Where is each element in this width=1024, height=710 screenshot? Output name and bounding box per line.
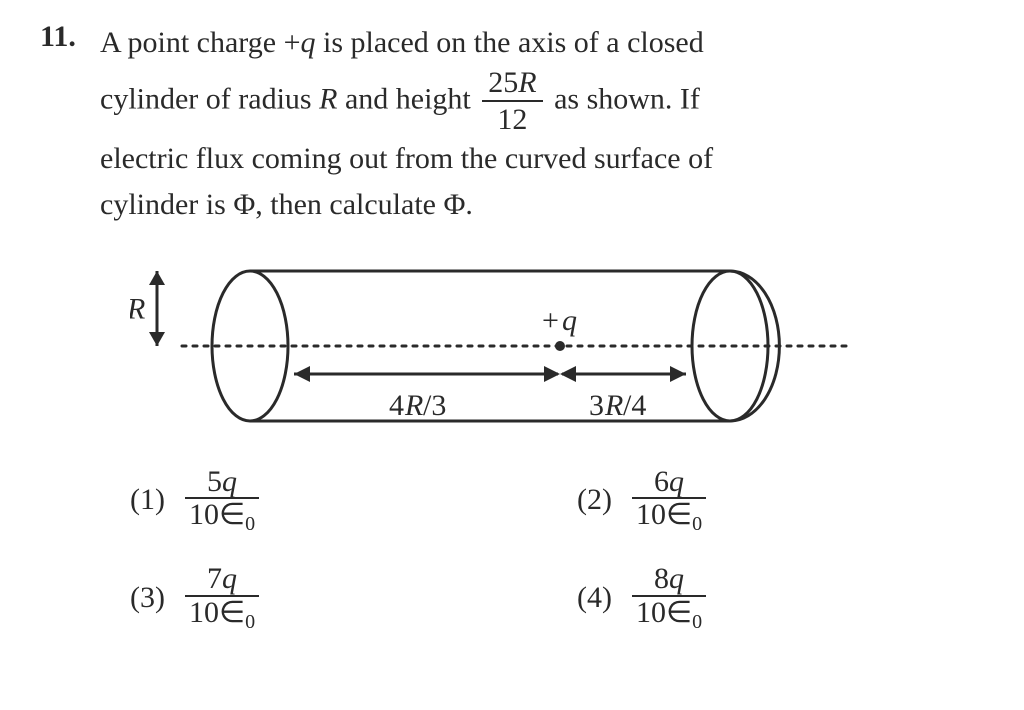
phi: Φ xyxy=(233,188,255,221)
option-3: (3) 7q 10∈0 xyxy=(130,563,537,633)
sub0: 0 xyxy=(245,611,255,633)
question-row: 11. A point charge +q is placed on the a… xyxy=(40,20,984,229)
txt: electric flux coming out from the curved… xyxy=(100,142,713,175)
sub0: 0 xyxy=(245,513,255,535)
eps: ∈ xyxy=(219,498,245,531)
eps: ∈ xyxy=(666,498,692,531)
num-coeff: 6 xyxy=(654,465,669,498)
den-10: 10 xyxy=(189,498,219,531)
svg-text:/4: /4 xyxy=(623,389,646,422)
txt: cylinder is xyxy=(100,188,233,221)
sub0: 0 xyxy=(692,611,702,633)
txt: A point charge + xyxy=(100,26,301,59)
svg-text:+: + xyxy=(542,304,559,337)
question-number: 11. xyxy=(40,20,100,54)
question-text: A point charge +q is placed on the axis … xyxy=(100,20,984,229)
frac-num-R: R xyxy=(518,66,536,99)
txt: as shown. If xyxy=(554,82,700,115)
sub0: 0 xyxy=(692,513,702,535)
problem-page: 11. A point charge +q is placed on the a… xyxy=(0,0,1024,653)
txt: is placed on the axis of a closed xyxy=(316,26,704,59)
svg-text:4: 4 xyxy=(389,389,404,422)
frac-num-coeff: 25 xyxy=(488,66,518,99)
svg-text:R: R xyxy=(404,389,423,422)
svg-text:3: 3 xyxy=(589,389,604,422)
option-fraction: 7q 10∈0 xyxy=(185,563,259,633)
num-q: q xyxy=(222,465,237,498)
den-10: 10 xyxy=(189,596,219,629)
den-10: 10 xyxy=(636,498,666,531)
svg-text:q: q xyxy=(562,304,577,337)
cylinder-svg: R+q4R/33R/4 xyxy=(130,241,850,451)
height-fraction: 25R 12 xyxy=(482,67,542,136)
num-coeff: 5 xyxy=(207,465,222,498)
option-4: (4) 8q 10∈0 xyxy=(577,563,984,633)
num-coeff: 7 xyxy=(207,562,222,595)
num-q: q xyxy=(669,465,684,498)
eps: ∈ xyxy=(666,596,692,629)
eps: ∈ xyxy=(219,596,245,629)
den-10: 10 xyxy=(636,596,666,629)
option-fraction: 8q 10∈0 xyxy=(632,563,706,633)
num-coeff: 8 xyxy=(654,562,669,595)
var-q: q xyxy=(301,26,316,59)
txt: , then calculate xyxy=(255,188,443,221)
svg-text:R: R xyxy=(604,389,623,422)
option-tag: (4) xyxy=(577,581,612,615)
frac-den: 12 xyxy=(482,102,542,136)
option-tag: (2) xyxy=(577,483,612,517)
option-1: (1) 5q 10∈0 xyxy=(130,466,537,536)
cylinder-figure: R+q4R/33R/4 xyxy=(130,241,984,456)
txt: and height xyxy=(337,82,478,115)
txt: . xyxy=(465,188,473,221)
svg-text:/3: /3 xyxy=(423,389,446,422)
phi: Φ xyxy=(443,188,465,221)
option-tag: (1) xyxy=(130,483,165,517)
svg-text:R: R xyxy=(130,292,145,325)
var-R: R xyxy=(319,82,337,115)
option-fraction: 6q 10∈0 xyxy=(632,466,706,536)
num-q: q xyxy=(222,562,237,595)
txt: cylinder of radius xyxy=(100,82,319,115)
num-q: q xyxy=(669,562,684,595)
option-fraction: 5q 10∈0 xyxy=(185,466,259,536)
option-tag: (3) xyxy=(130,581,165,615)
options-grid: (1) 5q 10∈0 (2) 6q 10∈0 (3) 7q 10∈0 (4) … xyxy=(130,466,984,633)
option-2: (2) 6q 10∈0 xyxy=(577,466,984,536)
